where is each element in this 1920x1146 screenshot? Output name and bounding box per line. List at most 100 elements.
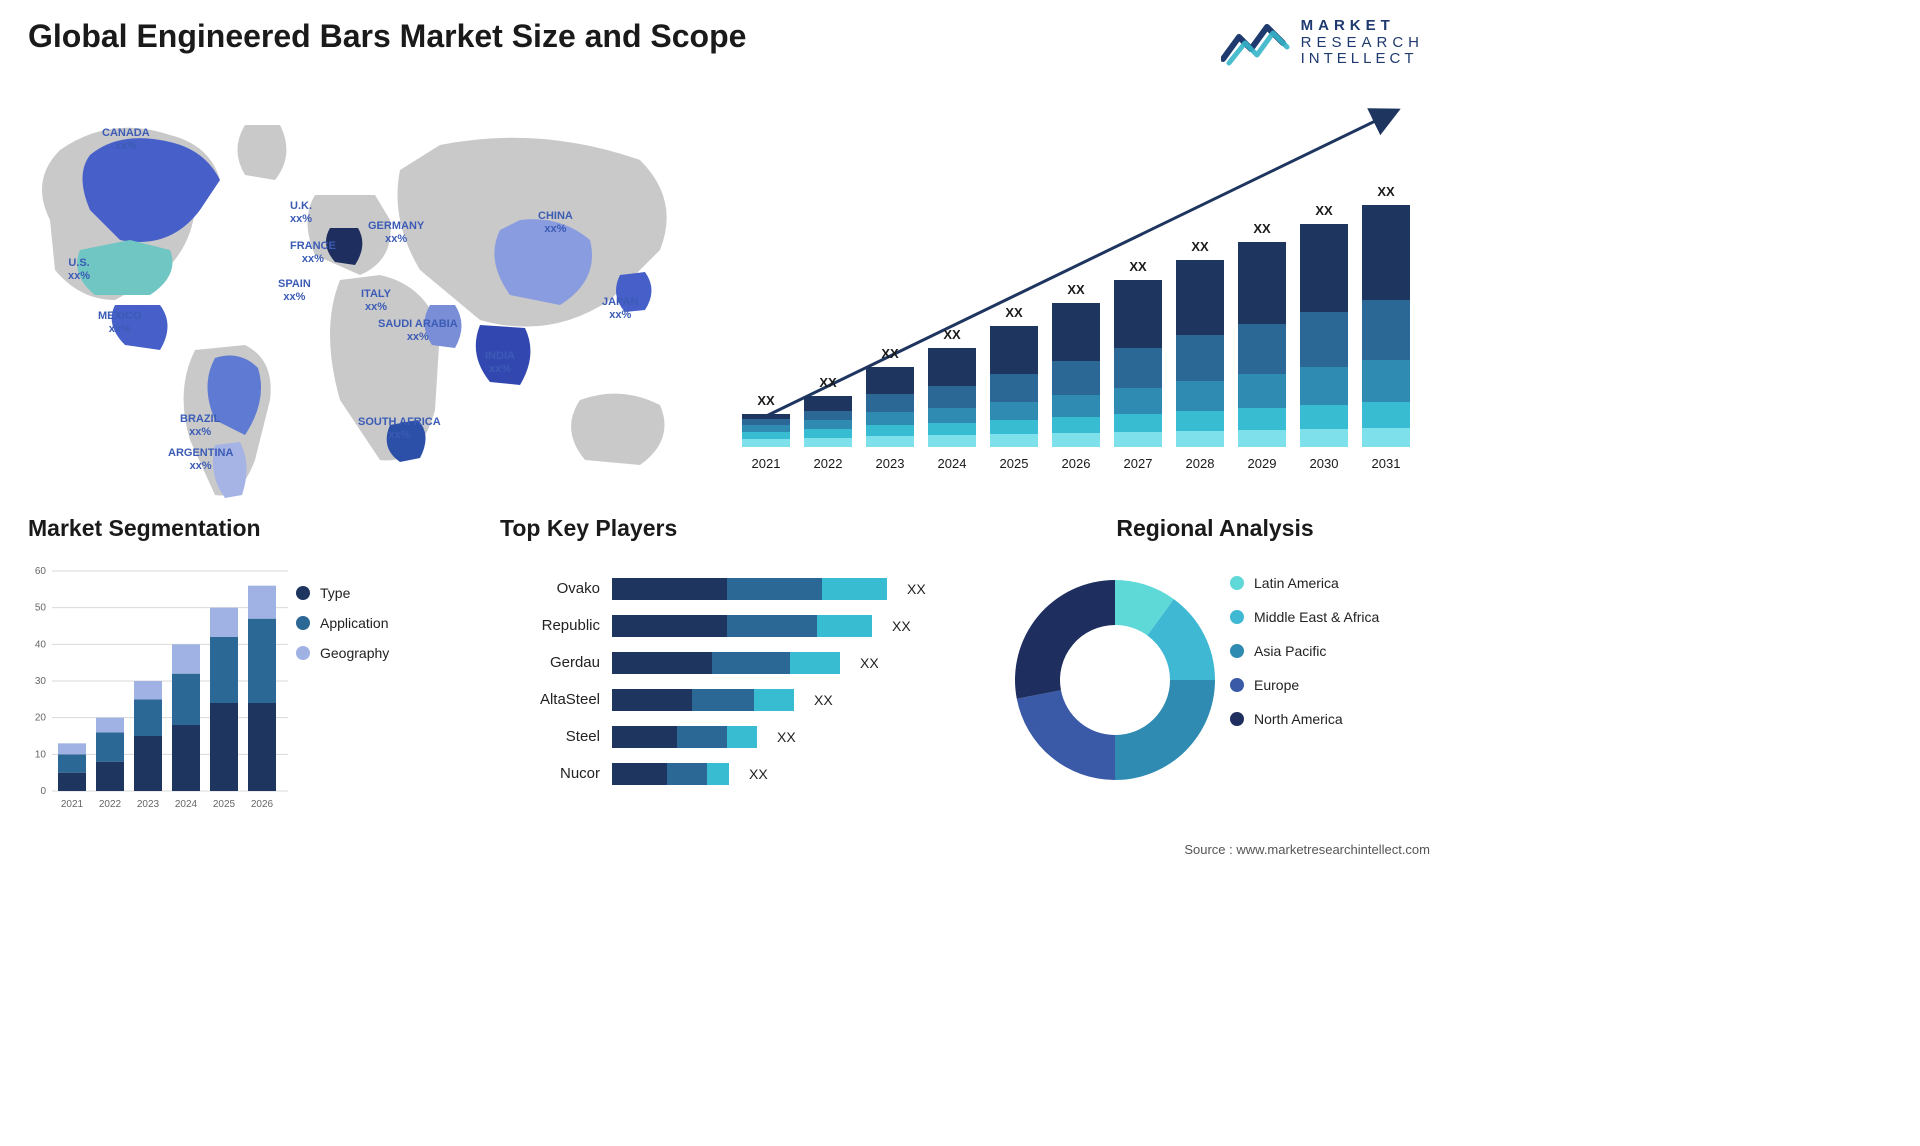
players-title: Top Key Players (500, 515, 970, 542)
legend-item: North America (1230, 711, 1379, 727)
player-row: AltaSteel XX (500, 681, 970, 718)
map-label: BRAZILxx% (180, 413, 220, 439)
svg-text:2024: 2024 (175, 799, 198, 810)
map-label: SAUDI ARABIAxx% (378, 318, 458, 344)
region-legend: Latin AmericaMiddle East & AfricaAsia Pa… (1230, 575, 1379, 727)
player-name: Steel (500, 728, 600, 745)
player-name: Gerdau (500, 654, 600, 671)
map-label: SOUTH AFRICAxx% (358, 416, 441, 442)
svg-text:30: 30 (35, 676, 47, 687)
svg-text:40: 40 (35, 639, 47, 650)
svg-text:2025: 2025 (213, 799, 236, 810)
growth-value-label: XX (1176, 239, 1224, 254)
growth-bar (1362, 205, 1410, 447)
players-chart: Ovako XX Republic XX Gerdau XX AltaSteel XX Stee… (500, 570, 970, 792)
map-label: GERMANYxx% (368, 220, 424, 246)
logo-line3: INTELLECT (1301, 51, 1424, 68)
player-bar (612, 763, 729, 785)
player-bar (612, 652, 840, 674)
player-value: XX (860, 655, 879, 671)
growth-value-label: XX (928, 327, 976, 342)
segmentation-title: Market Segmentation (28, 515, 458, 542)
player-row: NucorXX (500, 755, 970, 792)
player-value: XX (892, 618, 911, 634)
player-bar (612, 578, 887, 600)
map-label: CANADAxx% (102, 127, 150, 153)
growth-year-label: 2031 (1362, 456, 1410, 471)
growth-bar (1300, 224, 1348, 447)
growth-bar (1238, 242, 1286, 447)
map-label: MEXICOxx% (98, 310, 141, 336)
logo-line2: RESEARCH (1301, 35, 1424, 52)
player-value: XX (749, 766, 768, 782)
growth-year-label: 2026 (1052, 456, 1100, 471)
growth-year-label: 2030 (1300, 456, 1348, 471)
map-label: U.S.xx% (68, 257, 90, 283)
region-title: Regional Analysis (1005, 515, 1425, 542)
growth-bar (928, 348, 976, 447)
logo-mark-icon (1221, 19, 1291, 67)
growth-year-label: 2022 (804, 456, 852, 471)
growth-year-label: 2028 (1176, 456, 1224, 471)
growth-bar (1114, 280, 1162, 447)
growth-year-label: 2021 (742, 456, 790, 471)
player-row: Ovako XX (500, 570, 970, 607)
growth-bar (990, 326, 1038, 447)
growth-year-label: 2027 (1114, 456, 1162, 471)
map-label: U.K.xx% (290, 200, 312, 226)
legend-item: Type (296, 585, 389, 601)
player-name: Republic (500, 617, 600, 634)
segmentation-legend: Type Application Geography (296, 585, 389, 661)
growth-bar (804, 396, 852, 447)
svg-text:2023: 2023 (137, 799, 160, 810)
region-panel: Regional Analysis Latin AmericaMiddle Ea… (1005, 515, 1425, 825)
growth-value-label: XX (1114, 259, 1162, 274)
map-label: CHINAxx% (538, 210, 573, 236)
svg-text:20: 20 (35, 713, 47, 724)
player-row: SteelXX (500, 718, 970, 755)
growth-year-label: 2025 (990, 456, 1038, 471)
player-name: Ovako (500, 580, 600, 597)
legend-item: Europe (1230, 677, 1379, 693)
segmentation-panel: Market Segmentation 01020304050602021202… (28, 515, 458, 825)
svg-text:2021: 2021 (61, 799, 84, 810)
svg-text:60: 60 (35, 566, 47, 577)
brand-logo: MARKET RESEARCH INTELLECT (1221, 18, 1424, 68)
growth-bar (742, 414, 790, 447)
player-value: XX (907, 581, 926, 597)
player-row: Gerdau XX (500, 644, 970, 681)
map-label: ITALYxx% (361, 288, 391, 314)
legend-item: Application (296, 615, 389, 631)
map-label: SPAINxx% (278, 278, 311, 304)
svg-text:50: 50 (35, 603, 47, 614)
player-bar (612, 615, 872, 637)
svg-text:2022: 2022 (99, 799, 122, 810)
player-name: AltaSteel (500, 691, 600, 708)
growth-year-label: 2029 (1238, 456, 1286, 471)
growth-value-label: XX (804, 375, 852, 390)
growth-value-label: XX (742, 393, 790, 408)
player-value: XX (814, 692, 833, 708)
legend-item: Middle East & Africa (1230, 609, 1379, 625)
region-donut-chart (1005, 570, 1225, 790)
map-label: FRANCExx% (290, 240, 336, 266)
growth-year-label: 2024 (928, 456, 976, 471)
growth-value-label: XX (1362, 184, 1410, 199)
players-panel: Top Key Players Ovako XX Republic XX Gerdau X… (500, 515, 970, 825)
player-bar (612, 726, 757, 748)
world-map-panel: CANADAxx% U.S.xx% MEXICOxx% BRAZILxx% ARGENT… (20, 100, 720, 500)
growth-value-label: XX (990, 305, 1038, 320)
map-label: ARGENTINAxx% (168, 447, 233, 473)
growth-value-label: XX (1052, 282, 1100, 297)
player-row: Republic XX (500, 607, 970, 644)
growth-year-label: 2023 (866, 456, 914, 471)
legend-item: Geography (296, 645, 389, 661)
growth-value-label: XX (1300, 203, 1348, 218)
player-bar (612, 689, 794, 711)
segmentation-chart: 0102030405060202120222023202420252026 (28, 565, 288, 815)
svg-text:0: 0 (40, 786, 46, 797)
growth-value-label: XX (1238, 221, 1286, 236)
growth-bar (1176, 260, 1224, 447)
map-label: INDIAxx% (485, 350, 515, 376)
map-label: JAPANxx% (602, 296, 638, 322)
